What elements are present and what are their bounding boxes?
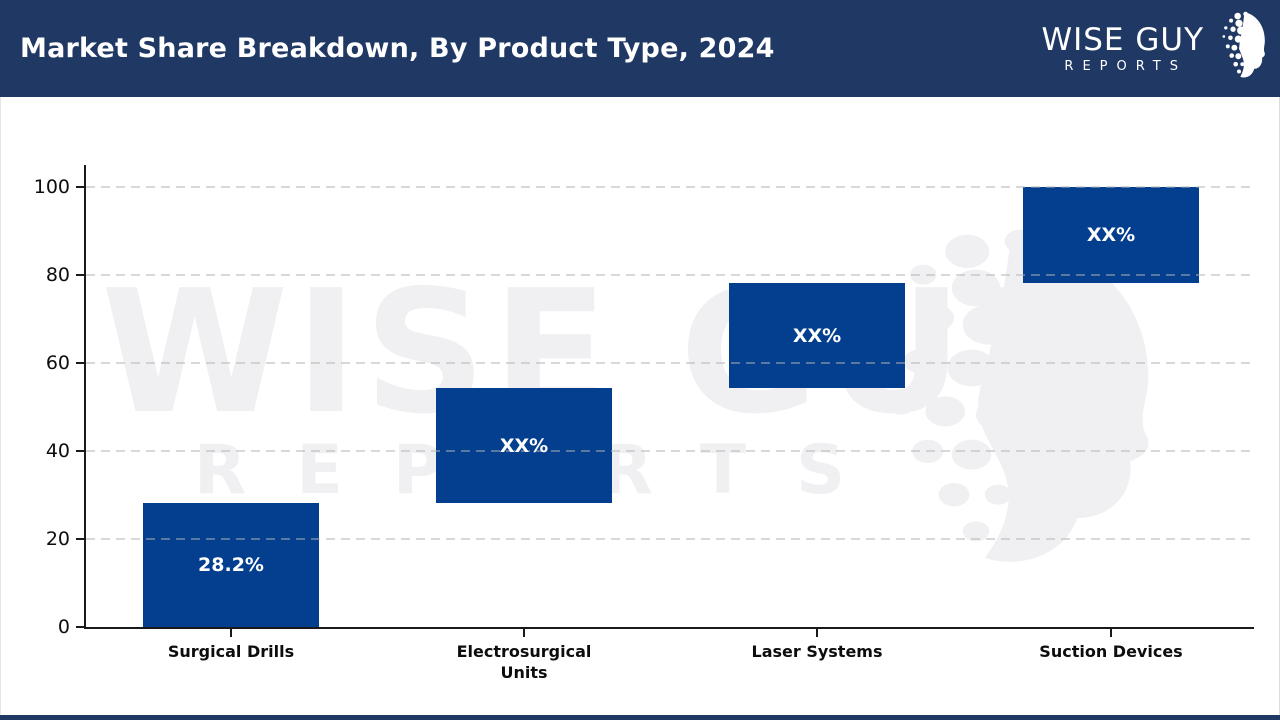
x-axis — [84, 627, 1254, 629]
gridline-80 — [86, 274, 1254, 276]
logo-reports-label: REPORTS — [1064, 58, 1188, 74]
bar-value-label: XX% — [499, 434, 549, 457]
y-tick-label: 60 — [45, 352, 70, 374]
y-axis — [84, 165, 86, 629]
y-tick-mark — [76, 450, 84, 452]
y-tick-label: 100 — [33, 176, 70, 198]
logo-head-icon — [1222, 11, 1265, 77]
y-tick-mark — [76, 362, 84, 364]
bar-value-label: 28.2% — [198, 553, 264, 576]
x-tick-mark — [816, 629, 818, 637]
y-tick-label: 40 — [45, 440, 70, 462]
category-label: Electrosurgical Units — [456, 642, 592, 682]
x-tick-mark — [523, 629, 525, 637]
logo-text: WISE GUY REPORTS — [1041, 21, 1204, 74]
category-label: Suction Devices — [1039, 642, 1183, 661]
y-tick-label: 80 — [45, 264, 70, 286]
logo-wordmark: WISE GUY — [1041, 21, 1204, 58]
x-tick-mark — [230, 629, 232, 637]
y-tick-mark — [76, 538, 84, 540]
y-tick-label: 20 — [45, 528, 70, 550]
y-tick-mark — [76, 274, 84, 276]
footer-bar — [0, 715, 1280, 720]
y-tick-label: 0 — [57, 616, 70, 638]
bar-segment — [729, 282, 905, 389]
x-tick-mark — [1110, 629, 1112, 637]
bar-value-label: XX% — [792, 324, 842, 347]
bar-segment — [1023, 187, 1199, 283]
category-label: Laser Systems — [751, 642, 883, 661]
y-tick-mark — [76, 626, 84, 628]
bar-segment — [436, 388, 612, 503]
wiseguy-logo: WISE GUY REPORTS — [1041, 9, 1272, 89]
gridline-20 — [86, 538, 1254, 540]
gridline-60 — [86, 362, 1254, 364]
gridline-100 — [86, 186, 1254, 188]
chart-area: WISE GUY REPORTS 02040608010028.2%Surgic… — [0, 97, 1280, 715]
bar-segment — [143, 502, 319, 627]
category-label: Surgical Drills — [167, 642, 295, 661]
header: Market Share Breakdown, By Product Type,… — [0, 0, 1280, 97]
bar-value-label: XX% — [1086, 223, 1136, 246]
chart-title: Market Share Breakdown, By Product Type,… — [20, 33, 775, 64]
y-tick-mark — [76, 186, 84, 188]
gridline-40 — [86, 450, 1254, 452]
